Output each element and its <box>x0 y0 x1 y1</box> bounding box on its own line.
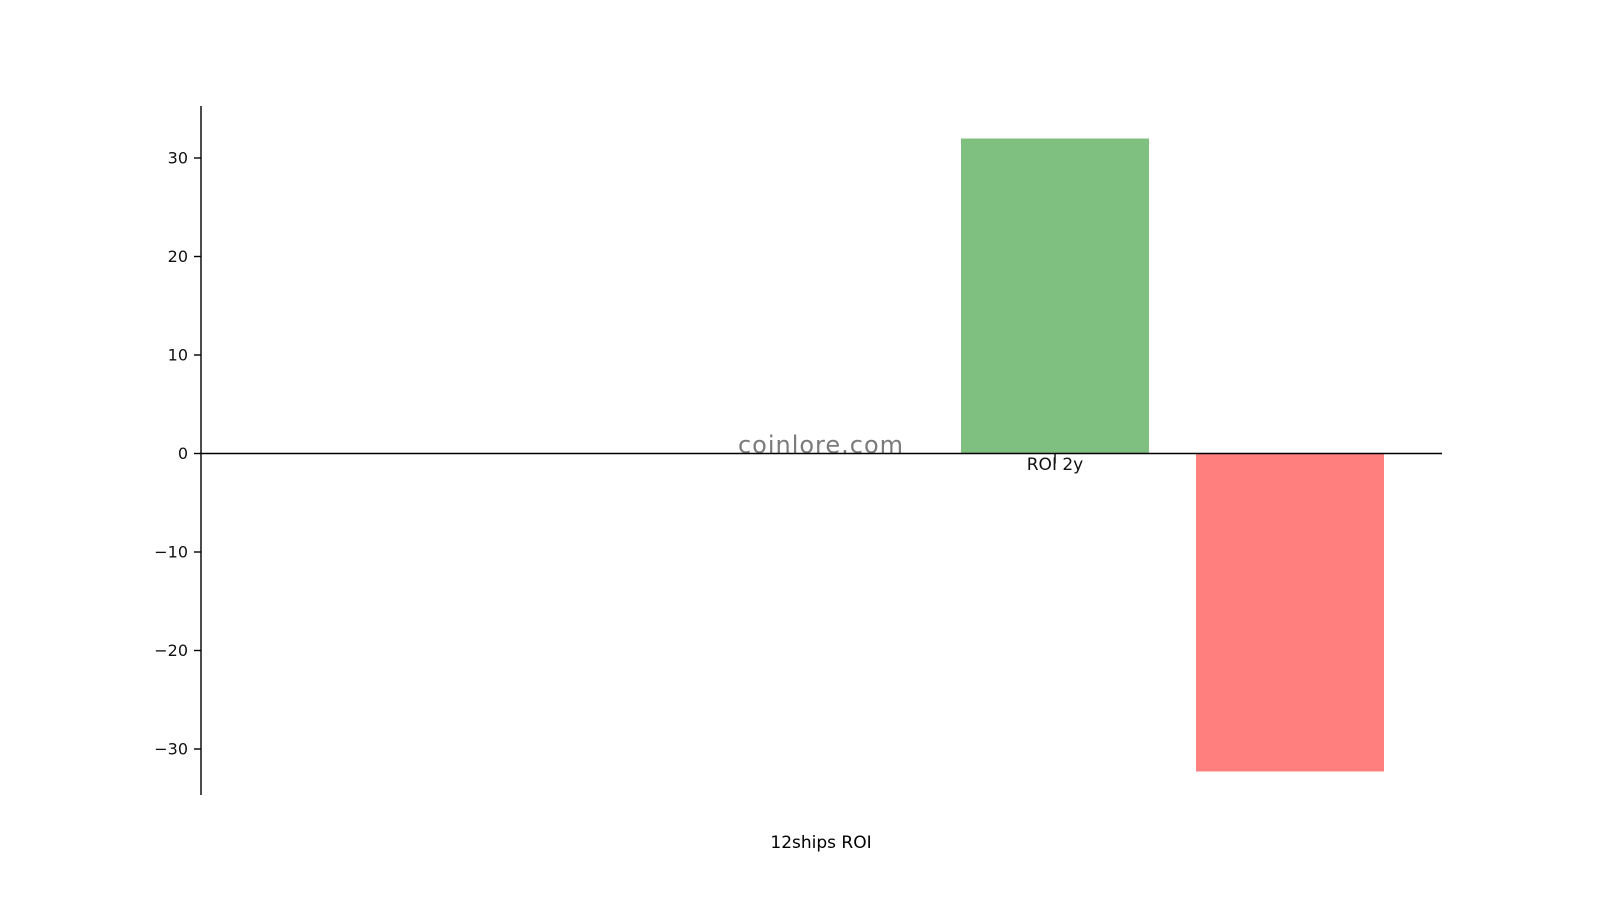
bar-roi-2y <box>961 138 1149 454</box>
x-axis-title: 12ships ROI <box>770 833 872 853</box>
y-tick-label: −10 <box>154 543 188 562</box>
y-tick-label: −30 <box>154 740 188 759</box>
y-tick-label: 20 <box>168 247 188 266</box>
bar-series-1 <box>1196 453 1384 772</box>
y-tick-label: 0 <box>178 444 188 463</box>
y-tick-label: 10 <box>168 346 188 365</box>
y-tick-label: 30 <box>168 149 188 168</box>
x-tick-label: ROI 2y <box>1027 455 1084 475</box>
y-tick-label: −20 <box>154 641 188 660</box>
watermark-text: coinlore.com <box>737 431 905 459</box>
